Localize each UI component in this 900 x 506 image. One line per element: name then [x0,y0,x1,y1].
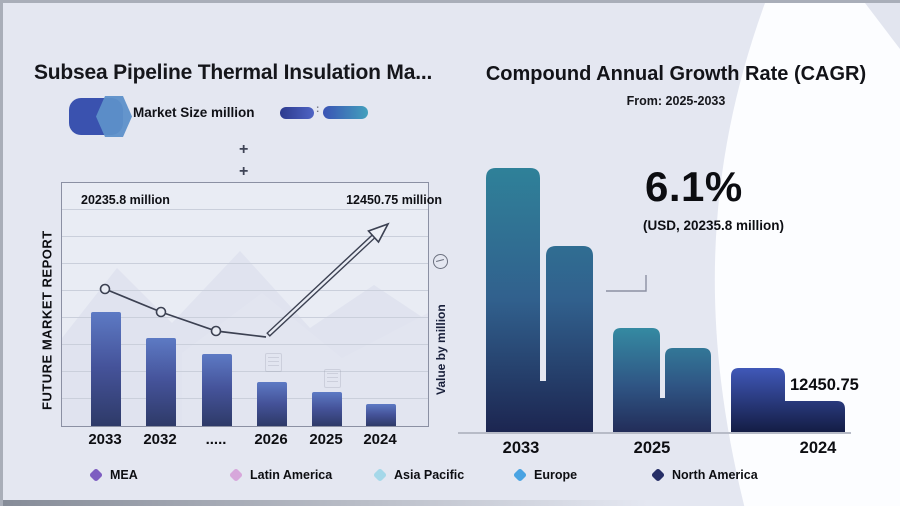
legend-pill-dark-icon [280,107,314,119]
gridline [62,344,428,345]
legend-item-europe: Europe [512,466,578,484]
document-watermark-icon [265,353,282,372]
legend-label: MEA [110,468,138,482]
trend-line [99,222,390,338]
bar-group-2033 [486,168,593,433]
x-label: ..... [205,431,227,448]
bar-2024 [366,404,396,426]
cagr-note: (USD, 20235.8 million) [643,218,785,233]
x-label: 2025 [309,431,343,448]
x-label: 2032 [143,431,177,448]
gridline [62,263,428,264]
right-chart-subtitle: From: 2025-2033 [626,94,726,108]
legend-label: Asia Pacific [394,468,465,482]
x-label: 2025 [633,439,671,457]
left-chart-x-axis: 2033 2032 ..... 2026 2025 2024 [61,431,427,451]
legend-diamond-icon [88,467,104,483]
gridline [62,398,428,399]
bar-mid [202,354,232,426]
max-value-label: 20235.8 million [81,193,170,207]
x-label: 2024 [363,431,397,448]
cagr-value: 6.1% [645,163,743,210]
corner-bracket-decoration [606,275,647,292]
bar-2032 [146,338,176,426]
legend-diamond-icon [228,467,244,483]
legend-label: North America [672,468,758,482]
legend-item-latin-america: Latin America [228,466,333,484]
legend-pill-teal-icon [323,106,368,119]
legend-diamond-icon [512,467,528,483]
bar-2026 [257,382,287,426]
legend-item-asia-pacific: Asia Pacific [372,466,465,484]
gridline [62,290,428,291]
x-label: 2033 [502,439,540,457]
gridline [62,371,428,372]
document-watermark-icon [324,369,341,388]
market-size-label: Market Size million [133,105,255,120]
bar-2025 [312,392,342,426]
bar-group-2025 [613,328,711,433]
left-side-vertical-label: FUTURE MARKET REPORT [39,230,55,410]
legend-label: Latin America [250,468,333,482]
legend-diamond-icon [650,467,666,483]
min-value-label: 12450.75 million [346,193,442,207]
gridline [62,236,428,237]
value-callout-2024: 12450.75 [790,376,859,394]
x-label: 2024 [799,439,837,457]
plus-icon: + [239,163,249,180]
right-chart-baseline [458,432,851,434]
bar-group-2024 [731,368,845,433]
bottom-edge-strip [3,500,648,506]
value-axis-label: Value by million [434,304,448,396]
gridline [62,317,428,318]
x-label: 2026 [254,431,288,448]
legend-label: Europe [534,468,578,482]
left-bar-chart: 20235.8 million 12450.75 million [61,182,442,427]
pill-separator: : [316,104,320,115]
right-chart-title: Compound Annual Growth Rate (CAGR) [485,63,867,85]
minus-circle-icon [433,254,448,269]
legend-item-mea: MEA [88,466,138,484]
left-chart-title: Subsea Pipeline Thermal Insulation Ma... [34,61,433,84]
bar-2033 [91,312,121,426]
brand-logo [69,96,135,137]
legend-diamond-icon [372,467,388,483]
x-label: 2033 [88,431,122,448]
plus-icon: + [239,141,249,158]
legend-item-north-america: North America [650,466,758,484]
gridline [62,209,428,210]
